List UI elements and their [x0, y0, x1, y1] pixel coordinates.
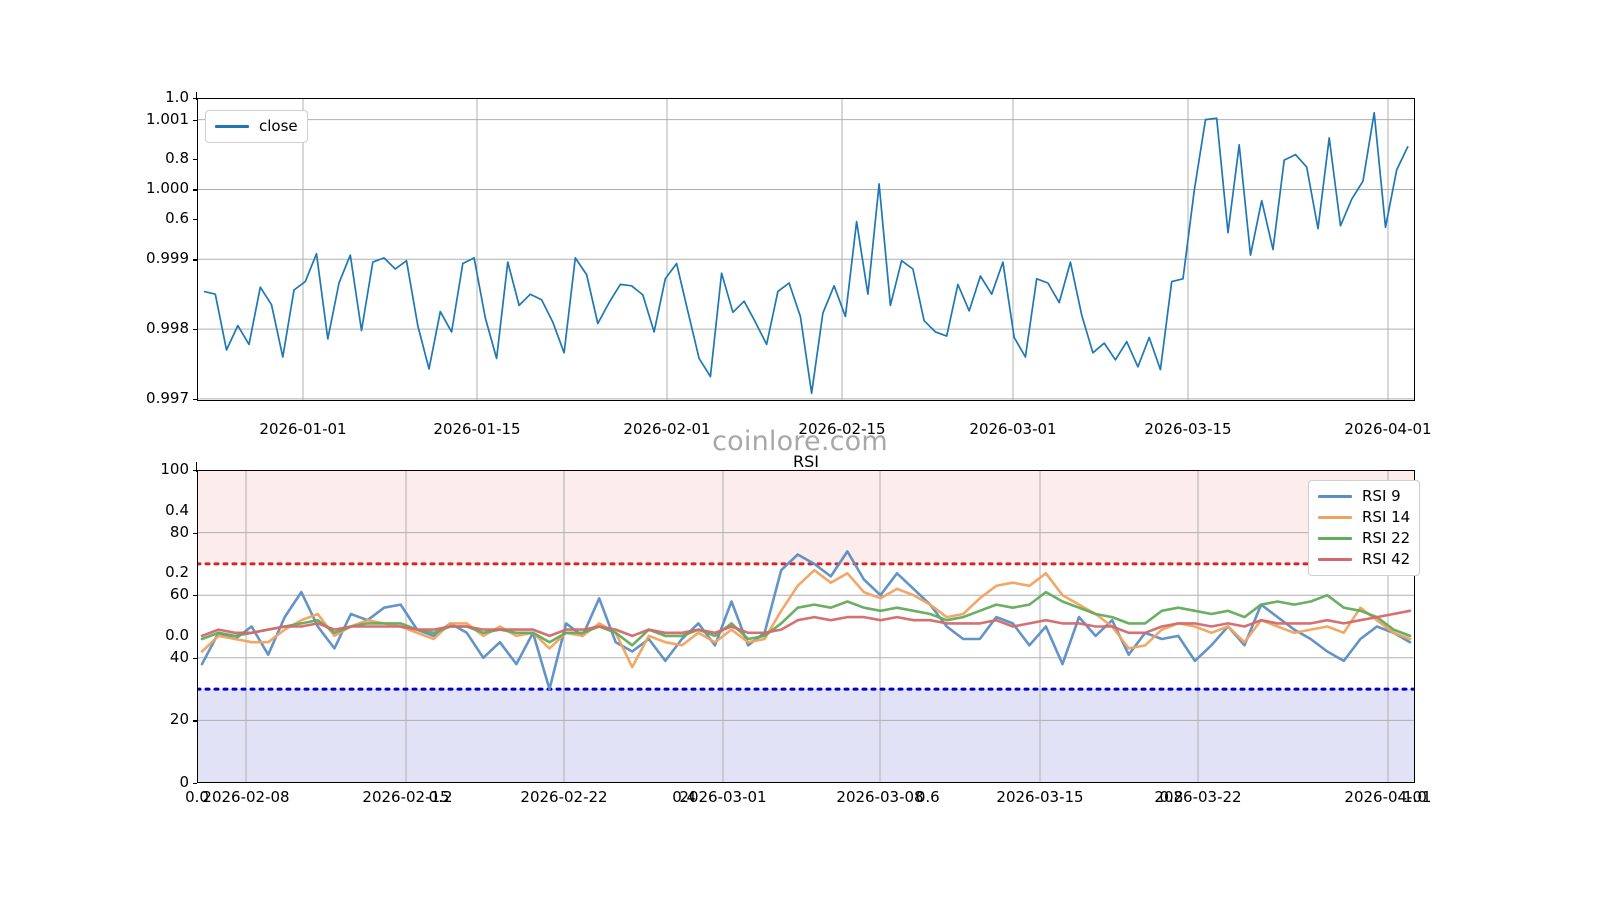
y-tick-label: 20	[169, 710, 189, 729]
x-tick-label-overlay: 0.2	[428, 788, 453, 806]
y-tick-label-overlay: 0.8	[165, 148, 189, 167]
y-tick-label: 40	[169, 647, 189, 666]
price-series-group	[203, 111, 1409, 395]
rsi-chart-plot-area	[197, 470, 1415, 783]
rsi-title: RSI	[793, 452, 819, 471]
y-tick-label: 0.998	[146, 319, 189, 338]
y-tick-label-overlay: 0.4	[165, 500, 189, 519]
y-tick-mark	[193, 119, 197, 121]
x-tick-label: 2026-03-15	[1144, 420, 1232, 438]
y-tick-label: 0.999	[146, 249, 189, 268]
x-tick-label: 2026-03-08	[836, 788, 924, 806]
y-tick-mark	[193, 189, 197, 191]
legend-label: RSI 14	[1362, 508, 1411, 526]
price-line-svg	[197, 98, 1415, 401]
rsi-band-70-100	[197, 470, 1415, 564]
x-tick-label: 2026-03-22	[1154, 788, 1242, 806]
legend-swatch-icon	[215, 125, 249, 128]
x-tick-label: 2026-03-01	[969, 420, 1057, 438]
y-tick-label-overlay: 0.2	[165, 563, 189, 582]
y-tick-mark	[193, 470, 197, 472]
x-tick-label-overlay: 0.4	[672, 788, 697, 806]
x-tick-label: 2026-02-22	[520, 788, 608, 806]
y-tick-mark	[193, 595, 197, 597]
legend-label: close	[259, 117, 298, 135]
y-tick-mark	[193, 259, 197, 261]
x-tick-label: 2026-01-15	[433, 420, 521, 438]
y-tick-mark-overlay	[193, 158, 197, 160]
rsi-series-group	[200, 550, 1412, 691]
y-tick-label: 100	[160, 460, 189, 478]
y-tick-mark	[193, 783, 197, 785]
y-tick-label-overlay: 0.0	[165, 625, 189, 644]
y-tick-label: 0	[179, 773, 189, 791]
y-tick-mark	[193, 720, 197, 722]
y-tick-label: 0.997	[146, 388, 189, 407]
legend-label: RSI 22	[1362, 529, 1411, 547]
rsi-legend[interactable]: RSI 9 RSI 14 RSI 22 RSI 42	[1308, 480, 1421, 576]
legend-item-rsi-9[interactable]: RSI 9	[1318, 486, 1410, 507]
y-tick-label: 1.001	[146, 109, 189, 128]
legend-swatch-icon	[1318, 537, 1352, 540]
y-tick-label: 60	[169, 585, 189, 604]
legend-item-rsi-14[interactable]: RSI 14	[1318, 507, 1410, 528]
legend-item-rsi-42[interactable]: RSI 42	[1318, 549, 1410, 570]
y-tick-label-overlay: 0.6	[165, 209, 189, 228]
legend-swatch-icon	[1318, 495, 1352, 498]
rsi-band-0-30	[197, 689, 1415, 783]
y-tick-mark	[193, 329, 197, 331]
y-tick-label: 1.000	[146, 179, 189, 198]
x-tick-label-overlay: 0.8	[1159, 788, 1184, 806]
price-chart-plot-area	[197, 98, 1415, 401]
x-tick-label: 2026-01-01	[259, 420, 347, 438]
watermark-coinlore: coinlore.com	[712, 426, 888, 457]
x-tick-label-overlay: 0.6	[915, 788, 940, 806]
y-tick-mark	[193, 398, 197, 401]
y-tick-mark	[193, 532, 197, 534]
x-tick-label: 2026-02-08	[202, 788, 290, 806]
x-tick-label-overlay: 0.0	[185, 788, 209, 806]
price-axis-spine	[196, 92, 198, 100]
legend-swatch-icon	[1318, 516, 1352, 519]
x-tick-label: 2026-04-01	[1344, 420, 1432, 438]
x-tick-label: 2026-02-15	[362, 788, 450, 806]
legend-item-close[interactable]: close	[215, 116, 298, 137]
y-tick-mark	[193, 657, 197, 660]
price-gridlines	[197, 98, 1415, 401]
x-tick-label: 2026-03-15	[996, 788, 1084, 806]
x-tick-label: 2026-03-01	[679, 788, 767, 806]
y-tick-label-overlay: 1.0	[165, 88, 189, 106]
price-legend[interactable]: close	[205, 110, 308, 143]
x-tick-label: 2026-02-01	[623, 420, 711, 438]
x-tick-label-overlay: 1.0	[1403, 788, 1427, 806]
legend-label: RSI 42	[1362, 550, 1411, 568]
x-tick-label: 2026-02-15	[798, 420, 886, 438]
legend-label: RSI 9	[1362, 487, 1401, 505]
rsi-axis-spine	[196, 462, 198, 472]
y-tick-mark-overlay	[193, 219, 197, 221]
rsi-line-svg	[197, 470, 1415, 783]
x-tick-label: 2026-04-01	[1344, 788, 1432, 806]
legend-swatch-icon	[1318, 558, 1352, 561]
y-tick-label: 80	[169, 522, 189, 541]
y-tick-mark-overlay	[193, 98, 197, 100]
legend-item-rsi-22[interactable]: RSI 22	[1318, 528, 1410, 549]
